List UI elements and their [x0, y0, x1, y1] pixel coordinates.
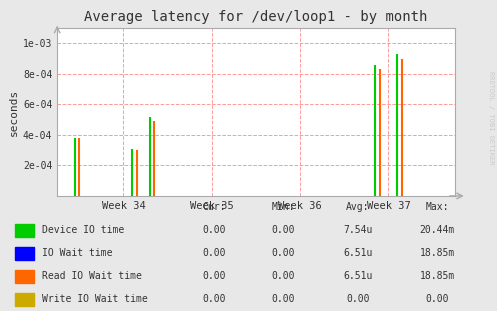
Text: RRDTOOL / TOBI OETIKER: RRDTOOL / TOBI OETIKER	[488, 72, 494, 165]
Bar	[15, 247, 34, 260]
Bar	[15, 293, 34, 306]
Text: 0.00: 0.00	[346, 295, 370, 304]
Text: 0.00: 0.00	[271, 248, 295, 258]
Text: 7.54u: 7.54u	[343, 225, 373, 235]
Text: Cur:: Cur:	[202, 202, 226, 212]
Text: IO Wait time: IO Wait time	[42, 248, 113, 258]
Text: 0.00: 0.00	[202, 272, 226, 281]
Text: 18.85m: 18.85m	[420, 248, 455, 258]
Y-axis label: seconds: seconds	[9, 88, 19, 136]
Text: Avg:: Avg:	[346, 202, 370, 212]
Text: 0.00: 0.00	[271, 272, 295, 281]
Text: 18.85m: 18.85m	[420, 272, 455, 281]
Text: Device IO time: Device IO time	[42, 225, 124, 235]
Text: 20.44m: 20.44m	[420, 225, 455, 235]
Text: 0.00: 0.00	[202, 225, 226, 235]
Text: Write IO Wait time: Write IO Wait time	[42, 295, 148, 304]
Text: 0.00: 0.00	[202, 248, 226, 258]
Text: Max:: Max:	[425, 202, 449, 212]
Text: 0.00: 0.00	[271, 225, 295, 235]
Text: Min:: Min:	[271, 202, 295, 212]
Text: Read IO Wait time: Read IO Wait time	[42, 272, 142, 281]
Text: 6.51u: 6.51u	[343, 248, 373, 258]
Text: 6.51u: 6.51u	[343, 272, 373, 281]
Bar	[15, 224, 34, 237]
Text: 0.00: 0.00	[202, 295, 226, 304]
Text: 0.00: 0.00	[425, 295, 449, 304]
Bar	[15, 270, 34, 283]
Text: 0.00: 0.00	[271, 295, 295, 304]
Title: Average latency for /dev/loop1 - by month: Average latency for /dev/loop1 - by mont…	[84, 10, 427, 24]
